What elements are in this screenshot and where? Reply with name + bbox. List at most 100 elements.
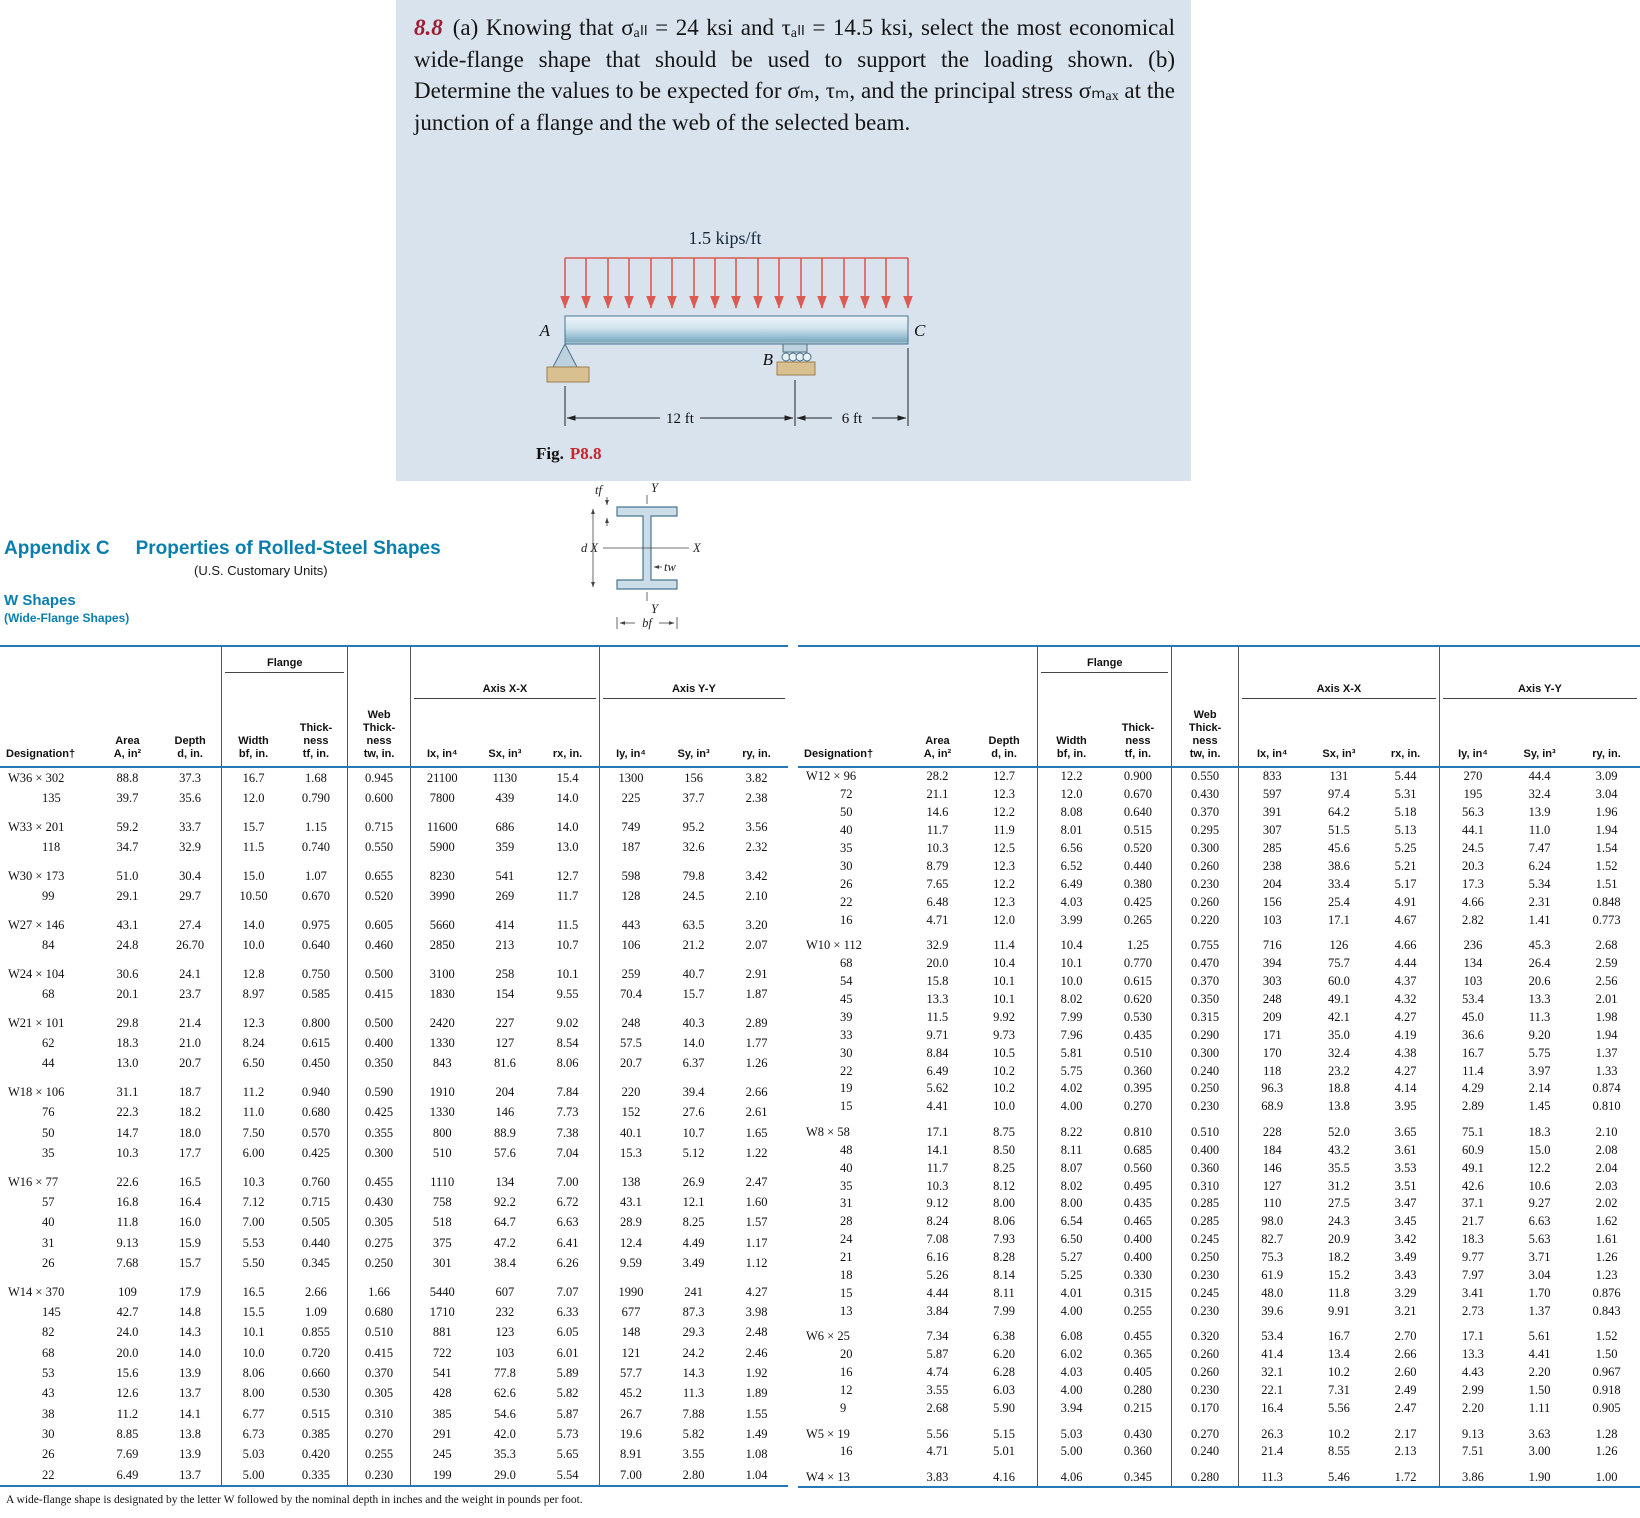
value-cell: 11.3 [682,1386,705,1401]
value-cell: 597 [1238,785,1306,804]
value-cell: 0.760 [301,1174,330,1189]
value-cell: 5.54 [556,1467,579,1482]
value-cell: 7.04 [556,1146,579,1161]
value-cell: 4.44 [926,1285,949,1300]
value-cell: 541 [495,868,515,883]
value-cell: 213 [495,938,515,952]
value-cell: 1.17 [745,1235,768,1250]
value-cell: 4.02 [1037,1080,1105,1098]
designation-cell: 50 [42,1125,55,1140]
value-cell: 10.2 [1327,1365,1350,1380]
value-cell: 0.395 [1123,1081,1152,1096]
value-cell: 21.4 [179,1015,202,1030]
value-cell: 148 [598,1322,663,1344]
value-cell: 0.680 [347,1302,411,1323]
value-cell: 4.41 [1528,1347,1551,1362]
value-cell: 3100 [410,955,474,985]
table-row: 40 11.8 16.0 7.00 0.505 0.305 518 64.7 6.63 28.9 8… [0,1212,788,1234]
value-cell: 0.900 [1123,769,1152,784]
designation-cell: W14 × 370 [8,1284,65,1299]
value-cell: 7800 [410,788,474,809]
value-cell: 1.22 [745,1146,768,1161]
value-cell: 3.47 [1394,1196,1417,1211]
value-cell: 15.4 [556,770,579,785]
table-row: 57 16.8 16.4 7.12 0.715 0.430 758 92.2 6.72 43.1 1… [0,1192,788,1213]
table-row: 16 4.71 12.0 3.99 0.265 0.220 103 17.1 4.67 2.82 1… [798,911,1640,930]
value-cell: 14.7 [116,1125,139,1140]
value-cell: 10.7 [556,938,579,952]
value-cell: 0.330 [1123,1268,1152,1283]
value-cell: 12.5 [993,841,1016,856]
value-cell: 3.51 [1394,1178,1417,1193]
designation-cell: W10 × 112 [806,938,862,953]
value-cell: 11.2 [116,1406,139,1421]
value-cell: 12.7 [556,868,579,883]
table-row: 22 6.48 12.3 4.03 0.425 0.260 156 25.4 4.91 4.66 2… [798,893,1640,912]
value-cell: 0.335 [301,1467,330,1482]
value-cell: 1.57 [745,1215,768,1230]
designation-cell: W8 × 58 [806,1124,850,1139]
value-cell: 3.49 [682,1256,705,1270]
header-spacer [1172,646,1239,701]
value-cell: 6.63 [556,1215,579,1230]
value-cell: 7.00 [598,1464,663,1487]
table-row: 15 4.41 10.0 4.00 0.270 0.230 68.9 13.8 3.95 2.89… [798,1097,1640,1116]
value-cell: 18.7 [179,1085,202,1100]
value-cell: 13.3 [1438,1345,1507,1364]
value-cell: 0.230 [1171,1302,1239,1321]
value-cell: 2.68 [1595,938,1618,953]
value-cell: 2.02 [1595,1196,1618,1211]
value-cell: 5.21 [1394,858,1417,873]
value-cell: 4.27 [745,1284,768,1299]
value-cell: 0.250 [347,1253,411,1274]
value-cell: 13.3 [926,991,949,1006]
value-cell: 0.420 [301,1447,330,1462]
value-cell: 11.8 [116,1215,139,1230]
value-cell: 5.73 [556,1426,579,1441]
value-cell: 14.1 [179,1406,202,1421]
value-cell: 2.80 [682,1467,705,1482]
designation-cell: W30 × 173 [8,868,65,883]
table-row: 24 7.08 7.93 6.50 0.400 0.245 82.7 20.9 3.42 18.3… [798,1230,1640,1249]
value-cell: 8.28 [993,1250,1016,1265]
value-cell: 154 [495,987,515,1002]
value-cell: 3.09 [1595,769,1618,784]
table-row: 19 5.62 10.2 4.02 0.395 0.250 96.3 18.8 4.14 4.29… [798,1080,1640,1098]
value-cell: 24.8 [116,938,139,952]
table-row: 62 18.3 21.0 8.24 0.615 0.400 1330 127 8.54 57.5 1… [0,1033,788,1054]
value-cell: 7.12 [221,1192,285,1213]
value-cell: 518 [410,1212,474,1234]
value-cell: 2.70 [1394,1329,1417,1344]
value-cell: 686 [495,819,515,834]
value-cell: 3.82 [745,770,768,785]
designation-cell: 84 [42,938,55,952]
table-row: 118 34.7 32.9 11.5 0.740 0.550 5900 359 13.0 187 3… [0,837,788,858]
value-cell: 0.515 [301,1406,330,1421]
designation-cell: 33 [840,1027,853,1042]
value-cell: 1.00 [1595,1469,1618,1484]
value-cell: 6.03 [993,1383,1016,1398]
designation-cell: 16 [840,912,853,927]
table-row: 53 15.6 13.9 8.06 0.660 0.370 541 77.8 5.89 57.7 1… [0,1363,788,1384]
value-cell: 10.7 [682,1125,705,1140]
designation-cell: 39 [840,1009,853,1024]
value-cell: 103 [495,1345,515,1360]
value-cell: 5.31 [1394,787,1417,802]
designation-cell: 31 [42,1235,55,1250]
table-row: 26 7.69 13.9 5.03 0.420 0.255 245 35.3 5.65 8.91 3… [0,1444,788,1465]
table-row: 28 8.24 8.06 6.54 0.465 0.285 98.0 24.3 3.45 21.7… [798,1212,1640,1231]
value-cell: 8.25 [993,1160,1016,1175]
value-cell: 8.07 [1037,1159,1105,1178]
value-cell: 7.96 [1037,1026,1105,1045]
value-cell: 37.3 [179,770,202,785]
designation-cell: W4 × 13 [806,1469,850,1484]
value-cell: 0.270 [1171,1417,1239,1444]
value-cell: 18.3 [1528,1124,1551,1139]
value-cell: 13.9 [179,1365,202,1380]
designation-cell: 145 [42,1305,61,1320]
value-cell: 9.20 [1528,1027,1551,1042]
value-cell: 6.56 [1037,839,1105,858]
value-cell: 1.41 [1528,912,1551,927]
value-cell: 7.88 [682,1406,705,1421]
value-cell: 28.2 [926,769,949,784]
